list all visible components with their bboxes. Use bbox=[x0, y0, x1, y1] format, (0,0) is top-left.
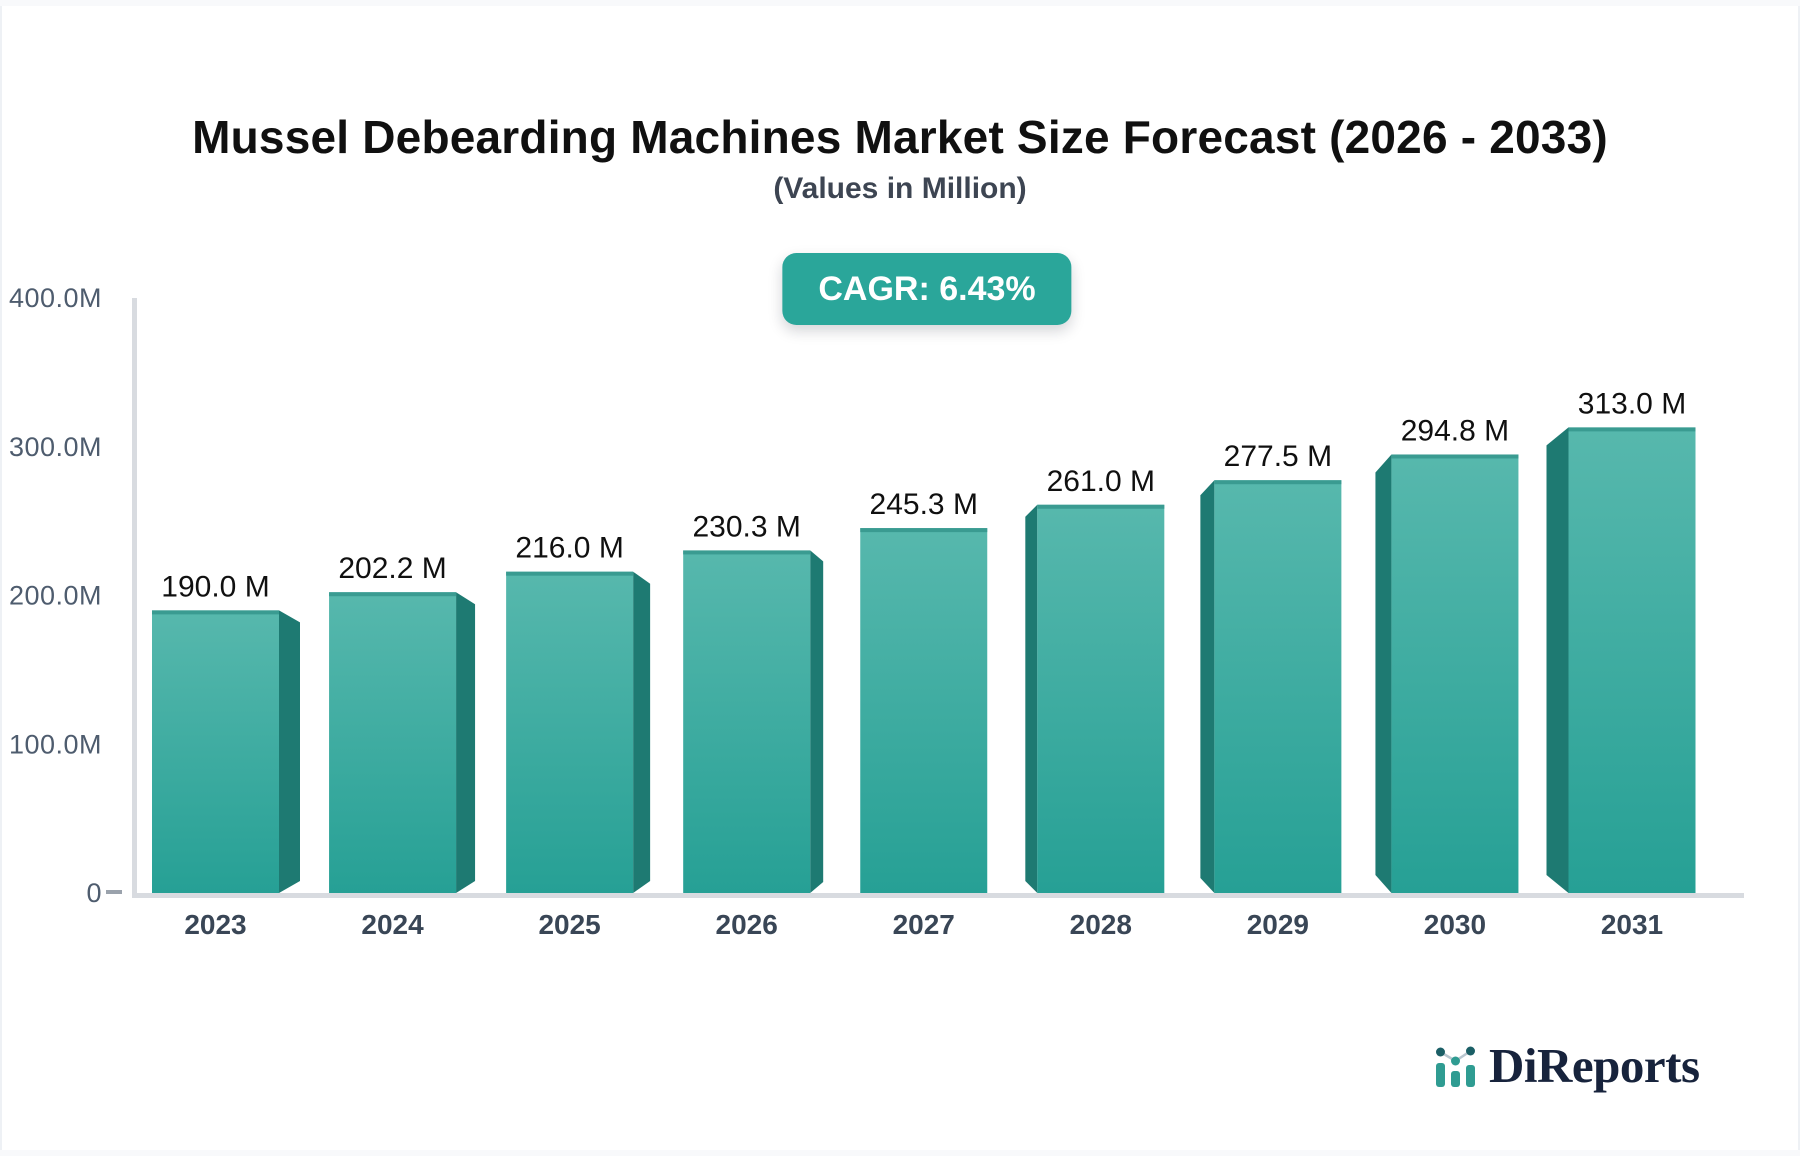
bar-front-face bbox=[1214, 480, 1342, 893]
bar-front-face bbox=[683, 550, 811, 893]
x-tick-label: 2024 bbox=[361, 909, 424, 940]
x-tick-label: 2026 bbox=[716, 909, 778, 940]
bar-value-label: 294.8 M bbox=[1401, 414, 1509, 447]
bar-front-face bbox=[1391, 454, 1519, 893]
brand-logo-text: DiReports bbox=[1489, 1038, 1700, 1093]
bar-top-edge bbox=[1037, 504, 1165, 509]
bar-side-face bbox=[1546, 427, 1569, 893]
bar-front-face bbox=[860, 528, 988, 893]
bar-side-face bbox=[1200, 480, 1215, 893]
bar-2030 bbox=[1375, 454, 1519, 893]
bar-front-face bbox=[152, 610, 279, 893]
bar-top-edge bbox=[152, 610, 279, 615]
bar-value-label: 230.3 M bbox=[692, 510, 800, 543]
bar-2031 bbox=[1546, 427, 1696, 893]
cagr-badge: CAGR: 6.43% bbox=[782, 253, 1072, 325]
x-tick-label: 2025 bbox=[538, 909, 600, 940]
bar-chart-trend-icon bbox=[1436, 1046, 1475, 1087]
bar-chart-canvas: 400.0M 300.0M 200.0M 100.0M 0 190.0 M 2023 202.… bbox=[9, 283, 1744, 940]
bar-front-face bbox=[329, 592, 457, 893]
chart-axes bbox=[106, 298, 1744, 898]
bar-front-face bbox=[1568, 427, 1696, 893]
x-tick-label: 2028 bbox=[1070, 909, 1132, 940]
x-tick-label: 2030 bbox=[1424, 909, 1486, 940]
bar-top-edge bbox=[683, 550, 811, 555]
bar-value-label: 245.3 M bbox=[870, 488, 978, 521]
bar-value-label: 261.0 M bbox=[1047, 465, 1155, 498]
bar-value-label: 216.0 M bbox=[515, 532, 623, 565]
y-tick-label: 0 bbox=[86, 878, 102, 908]
bar-2026 bbox=[683, 550, 824, 893]
chart-subtitle: (Values in Million) bbox=[773, 172, 1027, 205]
chart-labels: 400.0M 300.0M 200.0M 100.0M 0 190.0 M 2023 202.… bbox=[9, 283, 1686, 940]
bar-top-edge bbox=[506, 571, 634, 576]
chart-card: Mussel Debearding Machines Market Size F… bbox=[0, 6, 1800, 1150]
zero-tick bbox=[106, 890, 122, 894]
bar-value-label: 277.5 M bbox=[1224, 440, 1332, 473]
bar-side-face bbox=[1375, 454, 1392, 893]
bar-side-face bbox=[633, 571, 651, 893]
y-tick-label: 100.0M bbox=[9, 729, 102, 759]
chart-title: Mussel Debearding Machines Market Size F… bbox=[192, 111, 1608, 163]
bar-top-edge bbox=[860, 528, 988, 533]
bar-value-label: 202.2 M bbox=[338, 552, 446, 585]
chart-bars bbox=[152, 427, 1696, 893]
x-tick-label: 2027 bbox=[893, 909, 955, 940]
bar-2023 bbox=[152, 610, 300, 893]
bar-top-edge bbox=[1214, 480, 1342, 485]
x-tick-label: 2023 bbox=[184, 909, 246, 940]
bar-2025 bbox=[506, 571, 651, 893]
bar-top-edge bbox=[329, 592, 457, 597]
brand-logo: DiReports bbox=[1432, 1038, 1700, 1090]
x-tick-label: 2031 bbox=[1601, 909, 1663, 940]
bar-2024 bbox=[329, 592, 476, 893]
bar-side-face bbox=[456, 592, 476, 893]
bar-value-label: 190.0 M bbox=[161, 570, 269, 603]
bar-top-edge bbox=[1391, 454, 1519, 459]
y-tick-label: 400.0M bbox=[9, 283, 102, 313]
bar-2029 bbox=[1200, 480, 1342, 893]
bar-side-face bbox=[279, 610, 300, 893]
y-tick-label: 300.0M bbox=[9, 432, 102, 462]
bar-value-label: 313.0 M bbox=[1578, 387, 1686, 420]
bar-2027 bbox=[860, 528, 988, 893]
bar-side-face bbox=[1025, 504, 1038, 893]
x-tick-label: 2029 bbox=[1247, 909, 1309, 940]
x-axis-line bbox=[132, 893, 1744, 898]
y-axis-line bbox=[132, 298, 137, 897]
bar-2028 bbox=[1025, 504, 1165, 893]
bar-front-face bbox=[506, 571, 634, 893]
y-tick-label: 200.0M bbox=[9, 581, 102, 611]
bar-front-face bbox=[1037, 504, 1165, 893]
bar-side-face bbox=[810, 550, 824, 893]
bar-top-edge bbox=[1568, 427, 1696, 432]
